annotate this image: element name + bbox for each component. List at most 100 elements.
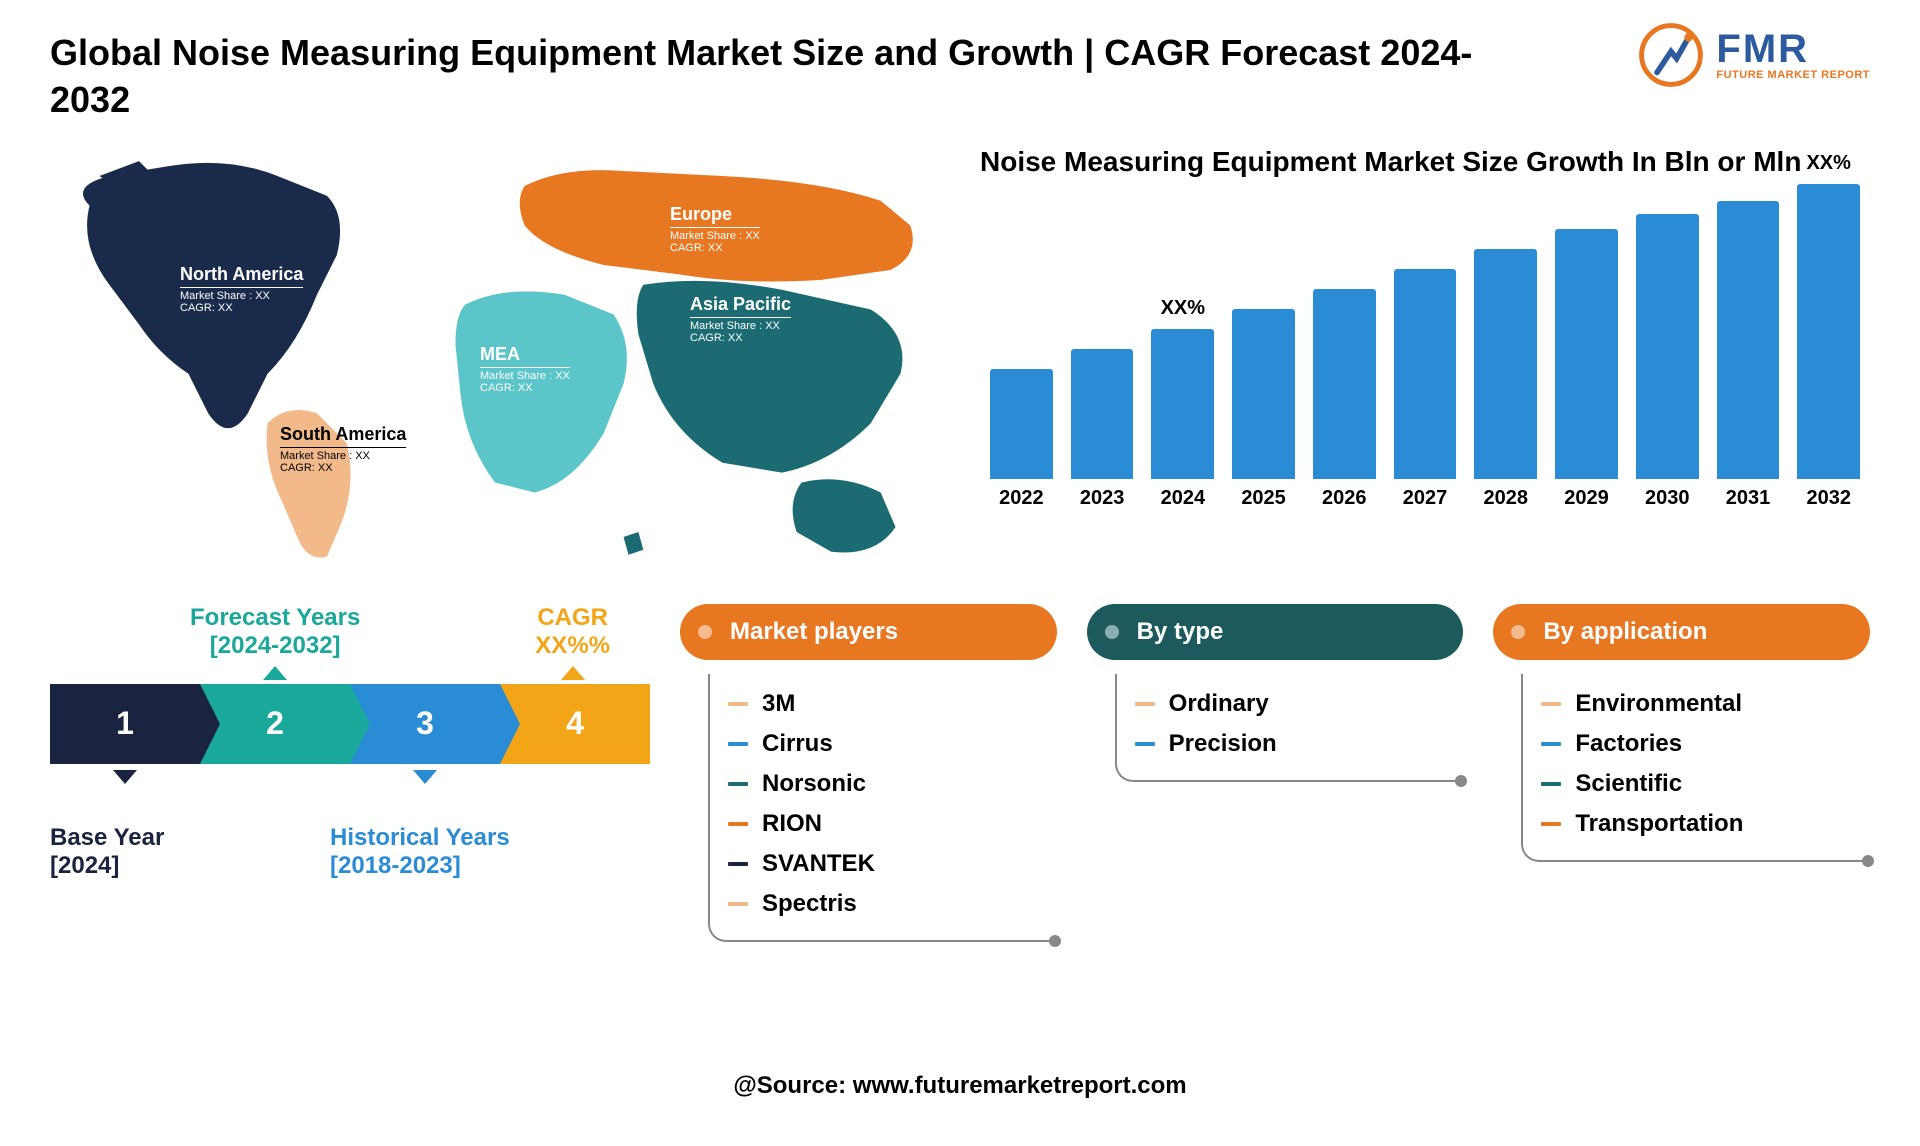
tick-icon — [1541, 742, 1561, 746]
list-item: Environmental — [1523, 684, 1870, 724]
bar-rect — [1313, 289, 1376, 479]
list-item: Factories — [1523, 724, 1870, 764]
list-item: Scientific — [1523, 764, 1870, 804]
bar-2023: 2023 — [1071, 317, 1134, 510]
bar-year-label: 2024 — [1161, 487, 1206, 510]
tick-icon — [1135, 702, 1155, 706]
item-text: Factories — [1575, 730, 1682, 758]
timeline-seg-2: 2 — [200, 684, 350, 764]
pills-row: Market players 3M Cirrus Norsonic RION SVANTE… — [680, 604, 1870, 942]
region-label-sa: South AmericaMarket Share : XXCAGR: XX — [280, 424, 406, 474]
bar-rect — [1151, 329, 1214, 479]
bar-year-label: 2025 — [1241, 487, 1286, 510]
tick-icon — [1541, 822, 1561, 826]
item-text: 3M — [762, 690, 795, 718]
pill-list: Environmental Factories Scientific Transpor… — [1521, 674, 1870, 862]
list-item: SVANTEK — [710, 844, 1057, 884]
timeline: Forecast Years [2024-2032] CAGR XX%% 123… — [50, 604, 650, 790]
bar-year-label: 2026 — [1322, 487, 1367, 510]
bar-rect — [1474, 249, 1537, 479]
top-row: North AmericaMarket Share : XXCAGR: XXSo… — [50, 144, 1870, 564]
bar-2025: 2025 — [1232, 277, 1295, 510]
timeline-bar: 1234 — [50, 684, 650, 764]
timeline-seg-3: 3 — [350, 684, 500, 764]
tick-icon — [1541, 782, 1561, 786]
header: Global Noise Measuring Equipment Market … — [50, 30, 1870, 124]
fmr-logo-icon — [1636, 20, 1706, 90]
pill-list: Ordinary Precision — [1115, 674, 1464, 782]
forecast-text: Forecast Years — [190, 604, 360, 632]
bar-top-label: XX% — [1806, 152, 1850, 178]
pill-header: By type — [1087, 604, 1464, 660]
bar-2027: 2027 — [1394, 237, 1457, 510]
logo-fmr-text: FMR — [1716, 29, 1870, 69]
bar-year-label: 2023 — [1080, 487, 1125, 510]
pill-title: Market players — [730, 618, 898, 646]
pill-block-2: By application Environmental Factories Scie… — [1493, 604, 1870, 942]
pill-header: Market players — [680, 604, 1057, 660]
item-text: RION — [762, 810, 822, 838]
bar-2024: XX%2024 — [1151, 297, 1214, 510]
item-text: Norsonic — [762, 770, 866, 798]
triangle-down-icon — [113, 770, 137, 784]
base-text: Base Year — [50, 824, 164, 852]
bottom-row: Forecast Years [2024-2032] CAGR XX%% 123… — [50, 604, 1870, 942]
item-text: Spectris — [762, 890, 857, 918]
pill-list: 3M Cirrus Norsonic RION SVANTEK Spectris — [708, 674, 1057, 942]
bar-rect — [1636, 214, 1699, 479]
item-text: Environmental — [1575, 690, 1742, 718]
bar-rect — [1797, 184, 1860, 479]
pill-block-0: Market players 3M Cirrus Norsonic RION SVANTE… — [680, 604, 1057, 942]
bar-2028: 2028 — [1474, 217, 1537, 510]
bar-year-label: 2022 — [999, 487, 1044, 510]
bars-container: 2022 2023 XX%2024 2025 2026 2027 2028 2029 2030 2… — [980, 190, 1870, 510]
page-title: Global Noise Measuring Equipment Market … — [50, 30, 1550, 124]
region-label-ap: Asia PacificMarket Share : XXCAGR: XX — [690, 294, 791, 344]
bar-rect — [990, 369, 1053, 479]
triangle-down-icon — [413, 770, 437, 784]
tick-icon — [728, 862, 748, 866]
list-item: Cirrus — [710, 724, 1057, 764]
item-text: Precision — [1169, 730, 1277, 758]
bar-2031: 2031 — [1717, 169, 1780, 510]
triangle-up-icon — [561, 666, 585, 680]
bar-year-label: 2031 — [1726, 487, 1771, 510]
pill-header: By application — [1493, 604, 1870, 660]
bar-2022: 2022 — [990, 337, 1053, 510]
hist-text: Historical Years — [330, 824, 510, 852]
list-item: Norsonic — [710, 764, 1057, 804]
region-label-eu: EuropeMarket Share : XXCAGR: XX — [670, 204, 760, 254]
logo: FMR FUTURE MARKET REPORT — [1636, 20, 1870, 90]
forecast-label: Forecast Years [2024-2032] — [190, 604, 360, 680]
bar-year-label: 2028 — [1484, 487, 1529, 510]
bar-rect — [1555, 229, 1618, 479]
bar-rect — [1717, 201, 1780, 479]
item-text: Ordinary — [1169, 690, 1269, 718]
bar-2030: 2030 — [1636, 182, 1699, 510]
source-text: @Source: www.futuremarketreport.com — [50, 1072, 1870, 1100]
bar-year-label: 2029 — [1564, 487, 1609, 510]
timeline-seg-4: 4 — [500, 684, 650, 764]
historical-label: Historical Years [2018-2023] — [330, 824, 510, 880]
list-item: Transportation — [1523, 804, 1870, 844]
item-text: Transportation — [1575, 810, 1743, 838]
cagr-value: XX%% — [535, 632, 610, 660]
item-text: Cirrus — [762, 730, 833, 758]
world-map: North AmericaMarket Share : XXCAGR: XXSo… — [50, 144, 940, 564]
list-item: 3M — [710, 684, 1057, 724]
bar-rect — [1232, 309, 1295, 479]
list-item: Ordinary — [1117, 684, 1464, 724]
logo-sub-text: FUTURE MARKET REPORT — [1716, 69, 1870, 81]
bar-2032: XX%2032 — [1797, 152, 1860, 510]
bar-year-label: 2030 — [1645, 487, 1690, 510]
pill-block-1: By type Ordinary Precision — [1087, 604, 1464, 942]
timeline-seg-1: 1 — [50, 684, 200, 764]
tick-icon — [728, 742, 748, 746]
tick-icon — [728, 902, 748, 906]
tick-icon — [1135, 742, 1155, 746]
bar-chart: Noise Measuring Equipment Market Size Gr… — [980, 144, 1870, 564]
list-item: Precision — [1117, 724, 1464, 764]
tick-icon — [728, 822, 748, 826]
item-text: Scientific — [1575, 770, 1682, 798]
bar-2029: 2029 — [1555, 197, 1618, 510]
